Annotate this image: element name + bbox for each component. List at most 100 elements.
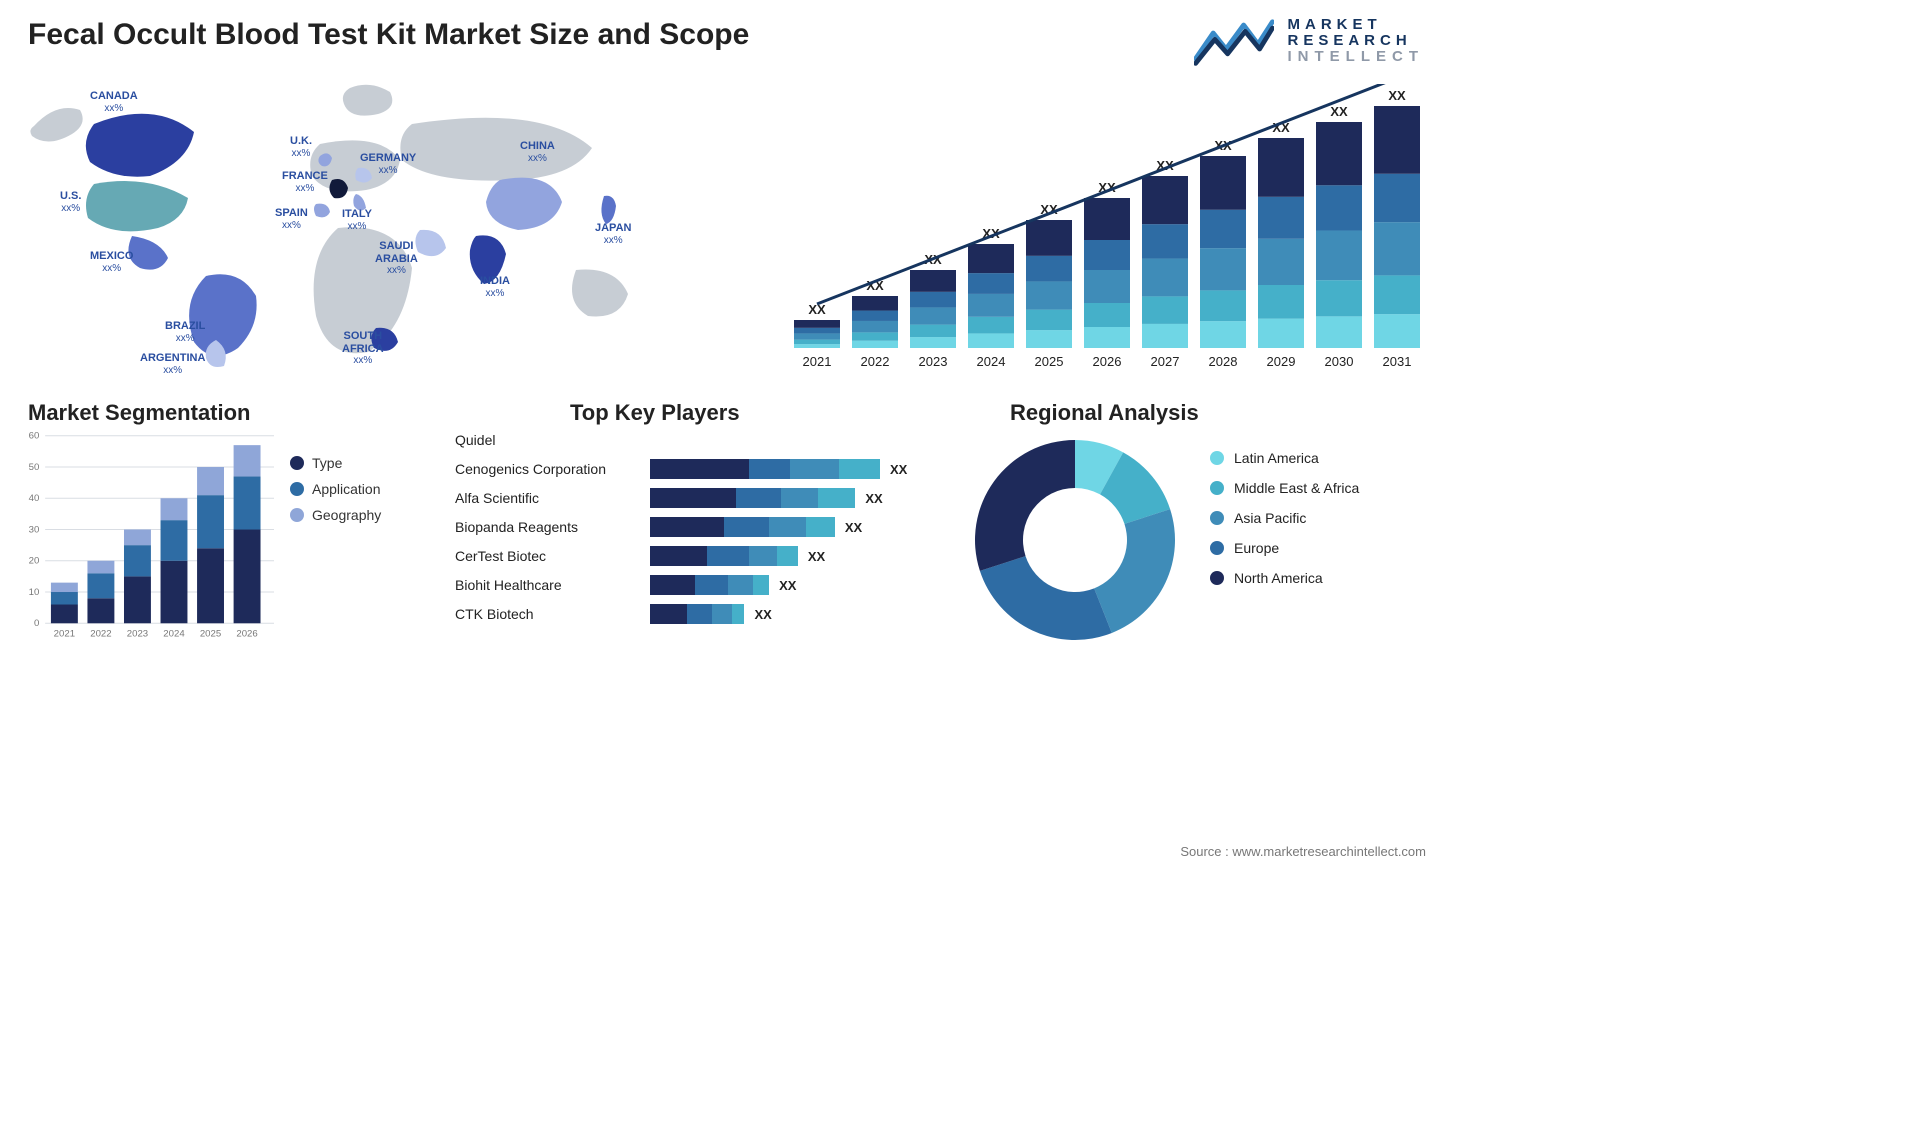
world-map: CANADAxx%U.S.xx%MEXICOxx%BRAZILxx%ARGENT…	[20, 80, 720, 370]
legend-swatch	[290, 456, 304, 470]
svg-text:2031: 2031	[1383, 354, 1412, 369]
legend-item: Asia Pacific	[1210, 510, 1359, 526]
logo-icon	[1194, 14, 1274, 68]
legend-item: Europe	[1210, 540, 1359, 556]
svg-text:2030: 2030	[1325, 354, 1354, 369]
map-label: GERMANYxx%	[360, 152, 416, 176]
player-value: XX	[754, 607, 771, 622]
player-value: XX	[779, 578, 796, 593]
player-bar	[650, 575, 769, 595]
legend-swatch	[290, 482, 304, 496]
svg-text:2027: 2027	[1151, 354, 1180, 369]
svg-text:2023: 2023	[919, 354, 948, 369]
player-row: Cenogenics Corporation XX	[455, 455, 935, 483]
legend-item: Latin America	[1210, 450, 1359, 466]
svg-text:XX: XX	[1388, 88, 1406, 103]
player-name: Biohit Healthcare	[455, 577, 650, 593]
legend-swatch	[1210, 511, 1224, 525]
svg-text:50: 50	[29, 462, 40, 473]
page-title: Fecal Occult Blood Test Kit Market Size …	[28, 18, 749, 52]
legend-item: Geography	[290, 507, 381, 523]
svg-text:2029: 2029	[1267, 354, 1296, 369]
player-row: Biopanda Reagents XX	[455, 513, 935, 541]
player-value: XX	[890, 462, 907, 477]
map-label: MEXICOxx%	[90, 250, 133, 274]
map-label: CANADAxx%	[90, 90, 138, 114]
player-row: Quidel	[455, 426, 935, 454]
svg-text:2022: 2022	[861, 354, 890, 369]
keyplayers-title: Top Key Players	[570, 400, 740, 426]
svg-text:20: 20	[29, 556, 40, 567]
player-name: CerTest Biotec	[455, 548, 650, 564]
svg-text:40: 40	[29, 493, 40, 504]
legend-label: Type	[312, 455, 342, 471]
player-row: CTK Biotech XX	[455, 600, 935, 628]
legend-swatch	[1210, 571, 1224, 585]
svg-text:2026: 2026	[1093, 354, 1122, 369]
regional-title: Regional Analysis	[1010, 400, 1199, 426]
map-label: U.K.xx%	[290, 135, 312, 159]
player-name: CTK Biotech	[455, 606, 650, 622]
regional-donut	[965, 430, 1185, 650]
map-label: CHINAxx%	[520, 140, 555, 164]
player-bar	[650, 517, 835, 537]
legend-label: Geography	[312, 507, 381, 523]
segmentation-legend: Type Application Geography	[290, 455, 381, 533]
map-label: ARGENTINAxx%	[140, 352, 205, 376]
legend-label: Application	[312, 481, 381, 497]
svg-text:2023: 2023	[127, 629, 148, 640]
player-value: XX	[865, 491, 882, 506]
player-row: Alfa ScientificXX	[455, 484, 935, 512]
player-value: XX	[845, 520, 862, 535]
svg-text:10: 10	[29, 587, 40, 598]
legend-label: Latin America	[1234, 450, 1319, 466]
map-label: SOUTHAFRICAxx%	[342, 330, 384, 367]
legend-item: Application	[290, 481, 381, 497]
legend-label: North America	[1234, 570, 1323, 586]
svg-text:2021: 2021	[803, 354, 832, 369]
svg-text:2024: 2024	[163, 629, 185, 640]
legend-item: Type	[290, 455, 381, 471]
map-label: BRAZILxx%	[165, 320, 205, 344]
map-label: JAPANxx%	[595, 222, 631, 246]
legend-item: Middle East & Africa	[1210, 480, 1359, 496]
svg-text:XX: XX	[1330, 104, 1348, 119]
player-bar	[650, 604, 744, 624]
svg-text:2025: 2025	[1035, 354, 1064, 369]
svg-text:2021: 2021	[54, 629, 75, 640]
player-name: Biopanda Reagents	[455, 519, 650, 535]
legend-swatch	[1210, 481, 1224, 495]
legend-item: North America	[1210, 570, 1359, 586]
player-bar	[650, 459, 880, 479]
market-size-chart: XX2021XX2022XX2023XX2024XX2025XX2026XX20…	[786, 84, 1426, 364]
svg-text:2025: 2025	[200, 629, 221, 640]
logo-l3: INTELLECT	[1288, 49, 1425, 65]
logo-l1: MARKET	[1288, 17, 1425, 33]
svg-text:0: 0	[34, 618, 39, 629]
player-bar	[650, 546, 798, 566]
player-bar	[650, 488, 855, 508]
svg-text:2028: 2028	[1209, 354, 1238, 369]
map-label: INDIAxx%	[480, 275, 510, 299]
segmentation-title: Market Segmentation	[28, 400, 251, 426]
logo-l2: RESEARCH	[1288, 33, 1425, 49]
legend-label: Middle East & Africa	[1234, 480, 1359, 496]
brand-logo: MARKET RESEARCH INTELLECT	[1194, 14, 1425, 68]
legend-swatch	[290, 508, 304, 522]
map-label: ITALYxx%	[342, 208, 372, 232]
legend-swatch	[1210, 541, 1224, 555]
map-label: SAUDIARABIAxx%	[375, 240, 418, 277]
player-row: CerTest Biotec XX	[455, 542, 935, 570]
svg-text:2026: 2026	[236, 629, 257, 640]
svg-text:30: 30	[29, 524, 40, 535]
legend-label: Europe	[1234, 540, 1279, 556]
segmentation-chart: 0102030405060202120222023202420252026	[24, 430, 274, 660]
map-label: U.S.xx%	[60, 190, 81, 214]
legend-swatch	[1210, 451, 1224, 465]
regional-legend: Latin America Middle East & Africa Asia Pa…	[1210, 450, 1359, 600]
player-name: Quidel	[455, 432, 650, 448]
player-value: XX	[808, 549, 825, 564]
player-name: Cenogenics Corporation	[455, 461, 650, 477]
map-label: FRANCExx%	[282, 170, 328, 194]
svg-text:60: 60	[29, 431, 40, 442]
